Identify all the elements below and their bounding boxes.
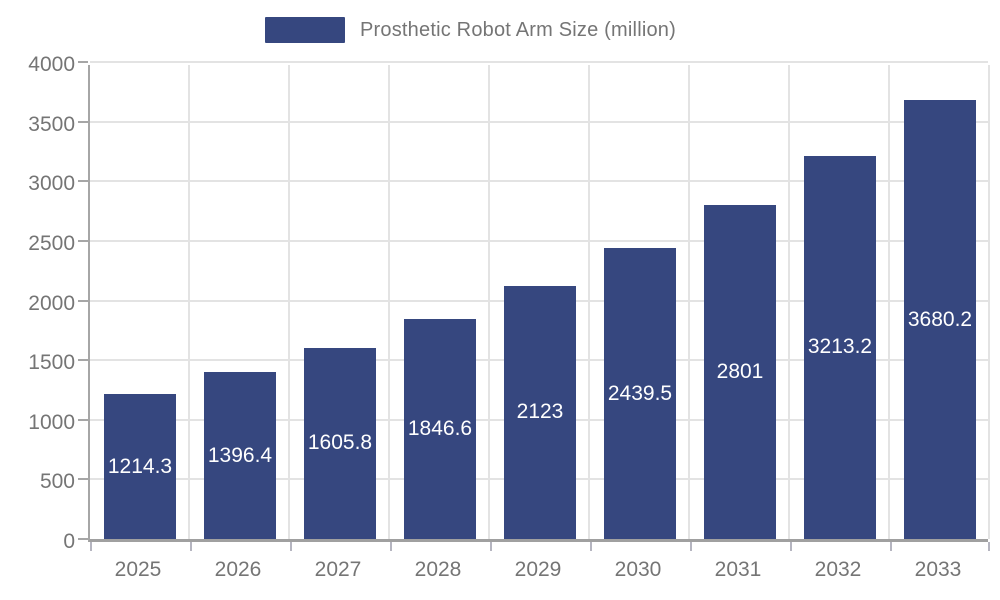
bar-value-label: 1396.4	[207, 443, 273, 467]
x-axis-category-label: 2025	[114, 558, 162, 581]
gridline-vertical	[788, 65, 790, 539]
legend-item[interactable]: Prosthetic Robot Arm Size (million)	[265, 17, 676, 43]
y-axis-tick-label: 500	[39, 470, 75, 494]
y-axis-tick	[78, 418, 88, 421]
gridline-vertical	[488, 65, 490, 539]
bar-value-label: 2801	[716, 359, 764, 383]
x-axis-category-label: 2031	[714, 558, 762, 581]
bar[interactable]: 1396.4	[204, 372, 276, 539]
x-axis-tick	[190, 542, 192, 551]
x-axis-category-label: 2029	[514, 558, 562, 581]
x-axis-tick	[90, 542, 92, 551]
gridline-horizontal	[90, 180, 988, 183]
y-axis-tick-label: 1000	[28, 410, 75, 434]
bar[interactable]: 2801	[704, 204, 776, 539]
y-axis-tick	[78, 61, 88, 63]
gridline-horizontal	[90, 239, 988, 242]
y-axis-tick	[78, 299, 88, 302]
y-axis-tick-label: 3000	[28, 172, 75, 196]
y-axis-tick-label: 0	[63, 530, 75, 553]
bar[interactable]: 2123	[504, 285, 576, 539]
y-axis-tick-label: 2500	[28, 231, 75, 255]
y-axis-tick-label: 1500	[28, 351, 75, 375]
x-axis-category-label: 2028	[414, 558, 462, 581]
gridline-vertical	[688, 65, 690, 539]
bar-value-label: 3680.2	[907, 307, 973, 331]
y-axis-tick	[78, 478, 88, 481]
x-axis-tick	[490, 542, 492, 551]
legend-label: Prosthetic Robot Arm Size (million)	[360, 18, 676, 41]
bar[interactable]: 1846.6	[404, 318, 476, 539]
bar[interactable]: 3680.2	[904, 100, 976, 539]
bar-value-label: 1605.8	[307, 431, 373, 455]
x-axis-category-label: 2026	[214, 558, 262, 581]
x-axis-category-label: 2033	[914, 558, 962, 581]
x-axis-category-label: 2027	[314, 558, 362, 581]
gridline-horizontal	[90, 120, 988, 123]
x-axis-category-label: 2032	[814, 558, 862, 581]
y-axis-tick-label: 4000	[28, 53, 75, 76]
bar-value-label: 1846.6	[407, 416, 473, 440]
bar[interactable]: 3213.2	[804, 155, 876, 539]
x-axis-tick	[590, 542, 592, 551]
x-axis-category-label: 2030	[614, 558, 662, 581]
bar[interactable]: 1605.8	[304, 347, 376, 539]
y-axis-tick	[78, 180, 88, 183]
plot-area: 1214.3 1396.4 1605.8 1846.6 2123 2439.5 2801 32…	[78, 61, 990, 551]
x-axis-tick	[890, 542, 892, 551]
legend-swatch	[265, 17, 345, 43]
gridline-vertical	[288, 65, 290, 539]
y-axis-tick-label: 2000	[28, 291, 75, 315]
x-axis-tick	[790, 542, 792, 551]
bar-value-label: 1214.3	[107, 454, 173, 478]
y-axis-tick-label: 3500	[28, 112, 75, 136]
gridline-vertical	[388, 65, 390, 539]
bar[interactable]: 2439.5	[604, 248, 676, 539]
y-axis-tick	[78, 120, 88, 123]
gridline-vertical	[988, 65, 990, 539]
y-axis-tick	[78, 239, 88, 242]
y-axis-tick	[78, 538, 88, 540]
gridline-vertical	[188, 65, 190, 539]
x-axis-tick	[690, 542, 692, 551]
x-axis-tick	[988, 542, 990, 551]
gridline-vertical	[888, 65, 890, 539]
gridline-vertical	[588, 65, 590, 539]
bar-value-label: 2123	[516, 400, 564, 424]
bar-value-label: 3213.2	[807, 335, 873, 359]
x-axis-tick	[290, 542, 292, 551]
x-axis-tick	[390, 542, 392, 551]
gridline-horizontal	[90, 61, 988, 63]
bar-value-label: 2439.5	[607, 381, 673, 405]
bar[interactable]: 1214.3	[104, 394, 176, 539]
y-axis-tick	[78, 359, 88, 362]
